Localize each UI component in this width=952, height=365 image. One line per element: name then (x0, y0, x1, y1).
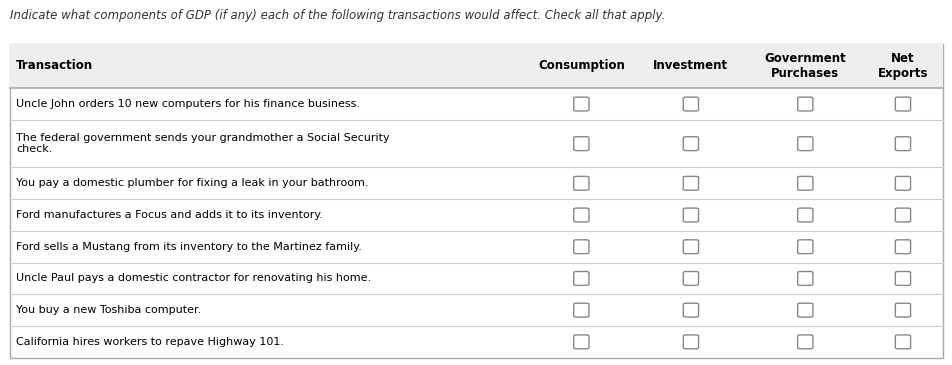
FancyBboxPatch shape (573, 303, 588, 317)
FancyBboxPatch shape (573, 97, 588, 111)
FancyBboxPatch shape (573, 137, 588, 151)
FancyBboxPatch shape (797, 303, 812, 317)
FancyBboxPatch shape (895, 176, 909, 190)
FancyBboxPatch shape (797, 335, 812, 349)
FancyBboxPatch shape (797, 97, 812, 111)
FancyBboxPatch shape (573, 335, 588, 349)
Text: The federal government sends your grandmother a Social Security
check.: The federal government sends your grandm… (16, 133, 389, 154)
Bar (10, 44, 942, 88)
Text: Ford sells a Mustang from its inventory to the Martinez family.: Ford sells a Mustang from its inventory … (16, 242, 362, 252)
FancyBboxPatch shape (895, 208, 909, 222)
Text: Uncle John orders 10 new computers for his finance business.: Uncle John orders 10 new computers for h… (16, 99, 360, 109)
FancyBboxPatch shape (797, 208, 812, 222)
FancyBboxPatch shape (797, 272, 812, 285)
Text: Ford manufactures a Focus and adds it to its inventory.: Ford manufactures a Focus and adds it to… (16, 210, 323, 220)
FancyBboxPatch shape (797, 240, 812, 254)
FancyBboxPatch shape (683, 240, 698, 254)
Text: Indicate what components of GDP (if any) each of the following transactions woul: Indicate what components of GDP (if any)… (10, 9, 664, 22)
FancyBboxPatch shape (895, 240, 909, 254)
FancyBboxPatch shape (683, 208, 698, 222)
FancyBboxPatch shape (573, 240, 588, 254)
FancyBboxPatch shape (797, 137, 812, 151)
Text: Government
Purchases: Government Purchases (764, 52, 845, 80)
Text: Consumption: Consumption (537, 59, 625, 73)
FancyBboxPatch shape (573, 272, 588, 285)
FancyBboxPatch shape (797, 176, 812, 190)
Text: Transaction: Transaction (16, 59, 93, 73)
FancyBboxPatch shape (895, 335, 909, 349)
Bar (10, 44, 942, 358)
Text: Uncle Paul pays a domestic contractor for renovating his home.: Uncle Paul pays a domestic contractor fo… (16, 273, 371, 284)
FancyBboxPatch shape (683, 137, 698, 151)
Text: California hires workers to repave Highway 101.: California hires workers to repave Highw… (16, 337, 284, 347)
FancyBboxPatch shape (683, 335, 698, 349)
FancyBboxPatch shape (573, 208, 588, 222)
FancyBboxPatch shape (683, 303, 698, 317)
FancyBboxPatch shape (895, 97, 909, 111)
FancyBboxPatch shape (895, 272, 909, 285)
Text: You pay a domestic plumber for fixing a leak in your bathroom.: You pay a domestic plumber for fixing a … (16, 178, 368, 188)
FancyBboxPatch shape (683, 272, 698, 285)
Text: You buy a new Toshiba computer.: You buy a new Toshiba computer. (16, 305, 201, 315)
Text: Net
Exports: Net Exports (877, 52, 927, 80)
FancyBboxPatch shape (683, 176, 698, 190)
FancyBboxPatch shape (895, 303, 909, 317)
FancyBboxPatch shape (683, 97, 698, 111)
Text: Investment: Investment (653, 59, 727, 73)
FancyBboxPatch shape (573, 176, 588, 190)
FancyBboxPatch shape (895, 137, 909, 151)
